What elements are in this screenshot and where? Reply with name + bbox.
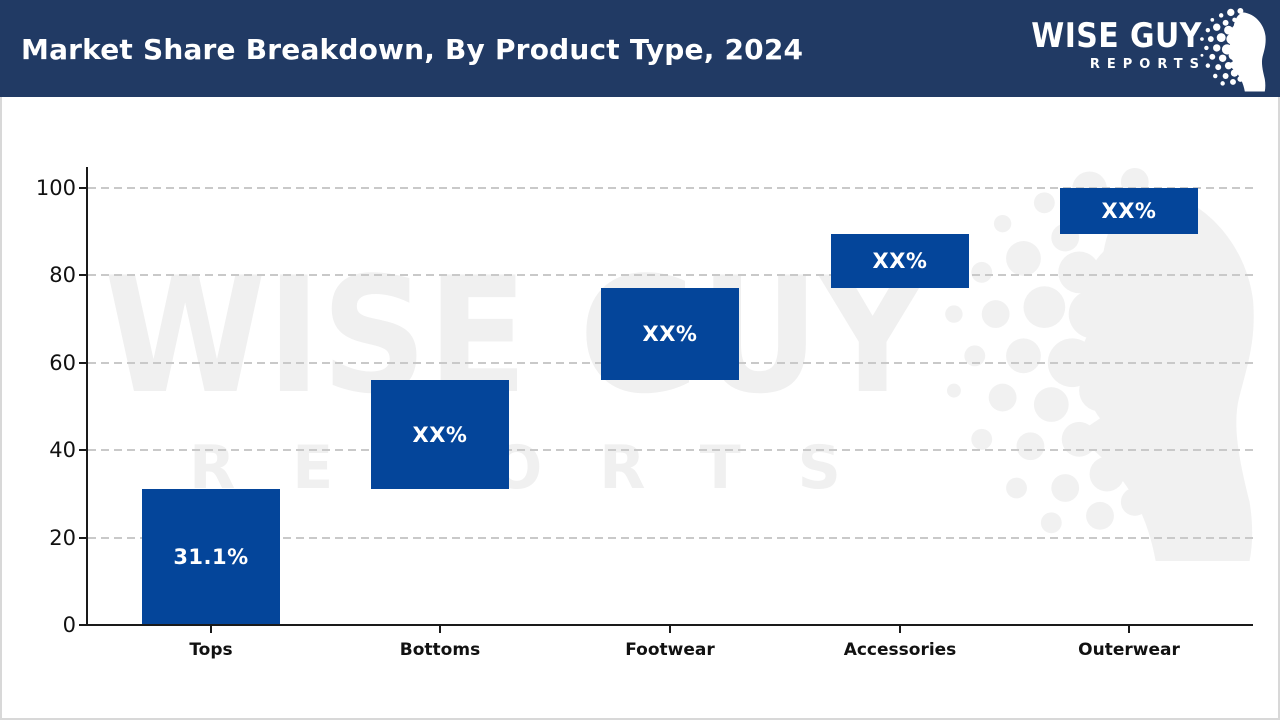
x-tick-mark-accessories [899,626,901,633]
y-tick-label-100: 100 [35,176,76,200]
watermark-text-wise-guy: WISE GUY [104,242,926,429]
header-banner: Market Share Breakdown, By Product Type,… [0,0,1280,97]
x-category-label-outerwear: Outerwear [1078,640,1180,660]
x-category-label-accessories: Accessories [843,640,957,660]
x-category-label-footwear: Footwear [625,640,715,660]
x-axis-line [86,624,1253,626]
x-tick-mark-footwear [669,626,671,633]
bar-tops: 31.1% [142,489,280,625]
x-tick-mark-bottoms [439,626,441,633]
x-tick-mark-tops [210,626,212,633]
wise-guy-reports-logo: WISE GUY REPORTS [1012,4,1272,94]
y-tick-mark-20 [79,537,88,539]
x-category-label-bottoms: Bottoms [399,640,481,660]
page-title: Market Share Breakdown, By Product Type,… [21,33,804,66]
logo-subtitle: REPORTS [1089,57,1206,72]
bar-value-label-tops: 31.1% [173,545,249,569]
logo-wordmark: WISE GUY [1031,16,1202,56]
x-category-label-tops: Tops [189,640,233,660]
y-tick-mark-100 [79,187,88,189]
x-tick-mark-outerwear [1128,626,1130,633]
watermark-face-icon [945,168,1254,562]
logo-face-icon [1200,8,1266,92]
y-tick-label-0: 0 [62,613,76,637]
y-tick-mark-0 [79,624,88,626]
logo-text: WISE GUY REPORTS [1008,19,1202,72]
y-tick-label-20: 20 [49,526,76,550]
watermark-text-reports: REPORTS [189,433,898,503]
